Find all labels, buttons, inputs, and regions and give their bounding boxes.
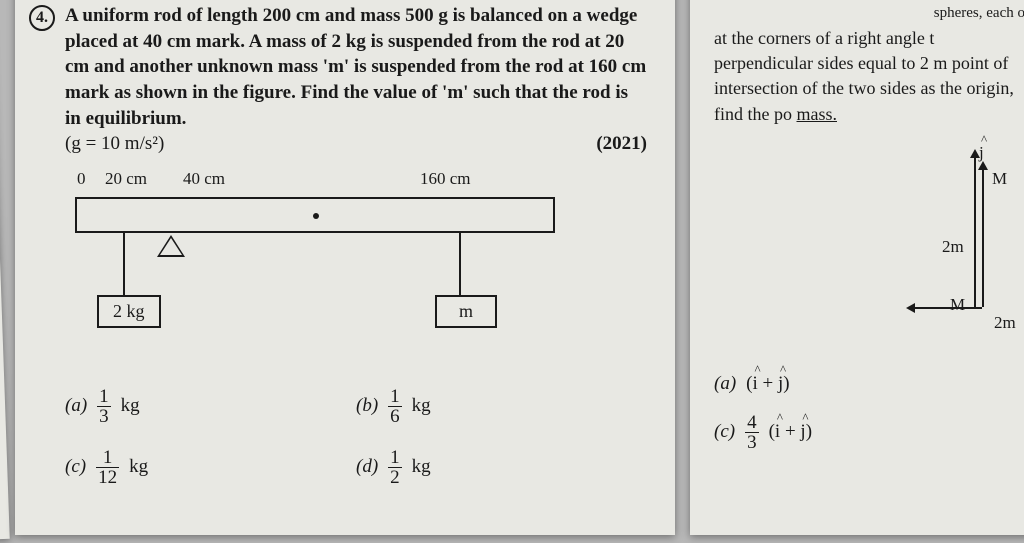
option-b: (b) 16 kg: [356, 387, 647, 426]
unit: kg: [412, 456, 431, 478]
frac-den: 3: [745, 433, 759, 452]
unit: kg: [129, 456, 148, 478]
question-number: 4.: [29, 5, 55, 31]
frac-num: 1: [388, 448, 402, 468]
vector-expr: (i + j): [769, 421, 812, 443]
mass-box-2: m: [435, 295, 497, 328]
mark-40: 40 cm: [183, 169, 225, 189]
vector-diagram: j M 2m M 2m: [714, 147, 1024, 367]
question-text: A uniform rod of length 200 cm and mass …: [65, 3, 647, 157]
unit: kg: [121, 395, 140, 417]
frac-num: 1: [96, 448, 119, 468]
len-1: 2m: [942, 237, 964, 257]
option-c: (c) 112 kg: [65, 448, 356, 487]
vector-expr: (i + j): [746, 373, 789, 395]
question-body: A uniform rod of length 200 cm and mass …: [65, 5, 646, 129]
j-axis: [974, 157, 976, 307]
options: (a) 13 kg (b) 16 kg (c) 112 kg (d) 12 kg: [65, 387, 647, 509]
option-label: (a): [65, 395, 87, 417]
wedge: [157, 235, 185, 257]
frac-num: 1: [388, 387, 402, 407]
right-question-text: at the corners of a right angle t perpen…: [714, 26, 1024, 127]
right-fragment-top: spheres, each of: [714, 3, 1024, 24]
string-1: [123, 233, 125, 295]
frac-den: 6: [388, 407, 402, 426]
option-label: (d): [356, 456, 378, 478]
m-axis-left: [914, 307, 982, 309]
year-label: (2021): [596, 131, 647, 157]
rod: [75, 197, 555, 233]
frac-num: 4: [745, 413, 759, 433]
mark-160: 160 cm: [420, 169, 471, 189]
option-d: (d) 12 kg: [356, 448, 647, 487]
option-label: (b): [356, 395, 378, 417]
frac-den: 3: [97, 407, 111, 426]
string-2: [459, 233, 461, 295]
option-label: (a): [714, 373, 736, 395]
frac-num: 1: [97, 387, 111, 407]
right-body: at the corners of a right angle t perpen…: [714, 28, 1014, 124]
frac-den: 2: [388, 468, 402, 487]
mass-underline: mass.: [797, 104, 838, 124]
m-label-2: M: [950, 295, 965, 315]
rod-diagram: 0 20 cm 40 cm 160 cm 2 kg m: [75, 169, 595, 369]
mark-20: 20 cm: [105, 169, 147, 189]
right-option-a: (a) (i + j): [714, 373, 1024, 395]
m-axis-up: [982, 169, 984, 307]
m-label-1: M: [992, 169, 1007, 189]
center-dot: [313, 213, 319, 219]
option-a: (a) 13 kg: [65, 387, 356, 426]
len-2: 2m: [994, 313, 1016, 333]
right-options: (a) (i + j) (c) 43 (i + j): [714, 373, 1024, 470]
option-label: (c): [714, 421, 735, 443]
option-label: (c): [65, 456, 86, 478]
g-value: (g = 10 m/s²): [65, 133, 164, 154]
mass-box-1: 2 kg: [97, 295, 161, 328]
right-option-c: (c) 43 (i + j): [714, 413, 1024, 452]
j-label: j: [979, 143, 984, 163]
frac-den: 12: [96, 468, 119, 487]
mark-0: 0: [77, 169, 86, 189]
unit: kg: [412, 395, 431, 417]
